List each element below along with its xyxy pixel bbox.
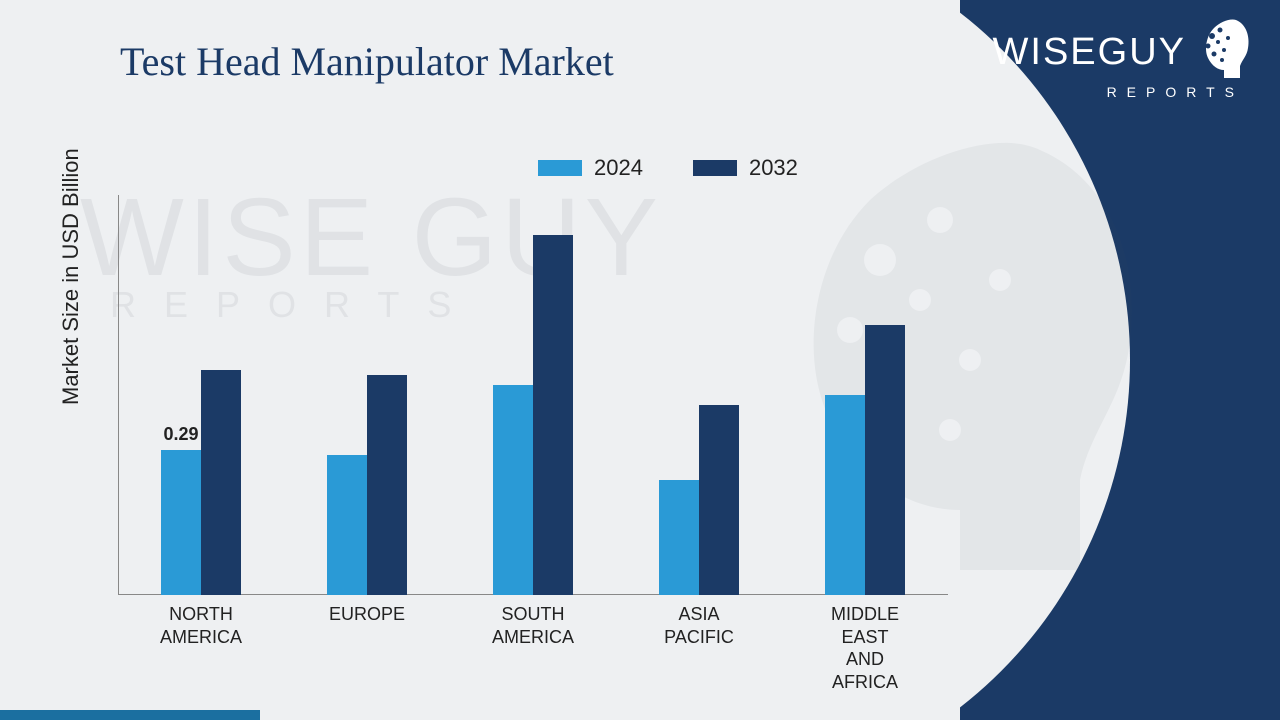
legend-label-2024: 2024	[594, 155, 643, 181]
x-axis-label: NORTHAMERICA	[118, 603, 284, 693]
chart-area: Market Size in USD Billion 2024 2032 0.2…	[58, 155, 958, 695]
brand-logo: WISEGUY REPORTS	[993, 18, 1252, 100]
bar-2024	[327, 455, 367, 595]
x-axis-label: ASIAPACIFIC	[616, 603, 782, 693]
bar-2032	[201, 370, 241, 595]
bar-2024: 0.29	[161, 450, 201, 595]
brand-text-1: WISEGUY	[993, 31, 1186, 74]
plot-area: 0.29	[118, 195, 948, 595]
bar-value-label: 0.29	[163, 424, 198, 445]
bar-group	[782, 195, 948, 595]
brand-head-icon	[1190, 18, 1252, 86]
brand-logo-line2: REPORTS	[993, 84, 1252, 100]
page-root: WISEGUY REPORTS Test Head Manipulator Ma…	[0, 0, 1280, 720]
bar-2032	[699, 405, 739, 595]
x-axis-label: MIDDLEEASTANDAFRICA	[782, 603, 948, 693]
y-axis-label: Market Size in USD Billion	[58, 148, 84, 405]
bar-2032	[865, 325, 905, 595]
legend-swatch-2032	[693, 160, 737, 176]
legend-swatch-2024	[538, 160, 582, 176]
bar-2032	[367, 375, 407, 595]
x-axis-label: EUROPE	[284, 603, 450, 693]
legend-item-2032: 2032	[693, 155, 798, 181]
bar-group	[450, 195, 616, 595]
x-axis-label: SOUTHAMERICA	[450, 603, 616, 693]
bar-group	[616, 195, 782, 595]
brand-logo-line1: WISEGUY	[993, 18, 1252, 86]
legend: 2024 2032	[538, 155, 798, 181]
legend-item-2024: 2024	[538, 155, 643, 181]
x-axis-labels: NORTHAMERICAEUROPESOUTHAMERICAASIAPACIFI…	[118, 603, 948, 693]
legend-label-2032: 2032	[749, 155, 798, 181]
bar-2024	[493, 385, 533, 595]
bar-group	[284, 195, 450, 595]
bar-group: 0.29	[118, 195, 284, 595]
bar-2024	[825, 395, 865, 595]
bar-groups: 0.29	[118, 195, 948, 595]
chart-title: Test Head Manipulator Market	[120, 38, 614, 85]
bar-2024	[659, 480, 699, 595]
bottom-accent-bar	[0, 710, 260, 720]
bar-2032	[533, 235, 573, 595]
